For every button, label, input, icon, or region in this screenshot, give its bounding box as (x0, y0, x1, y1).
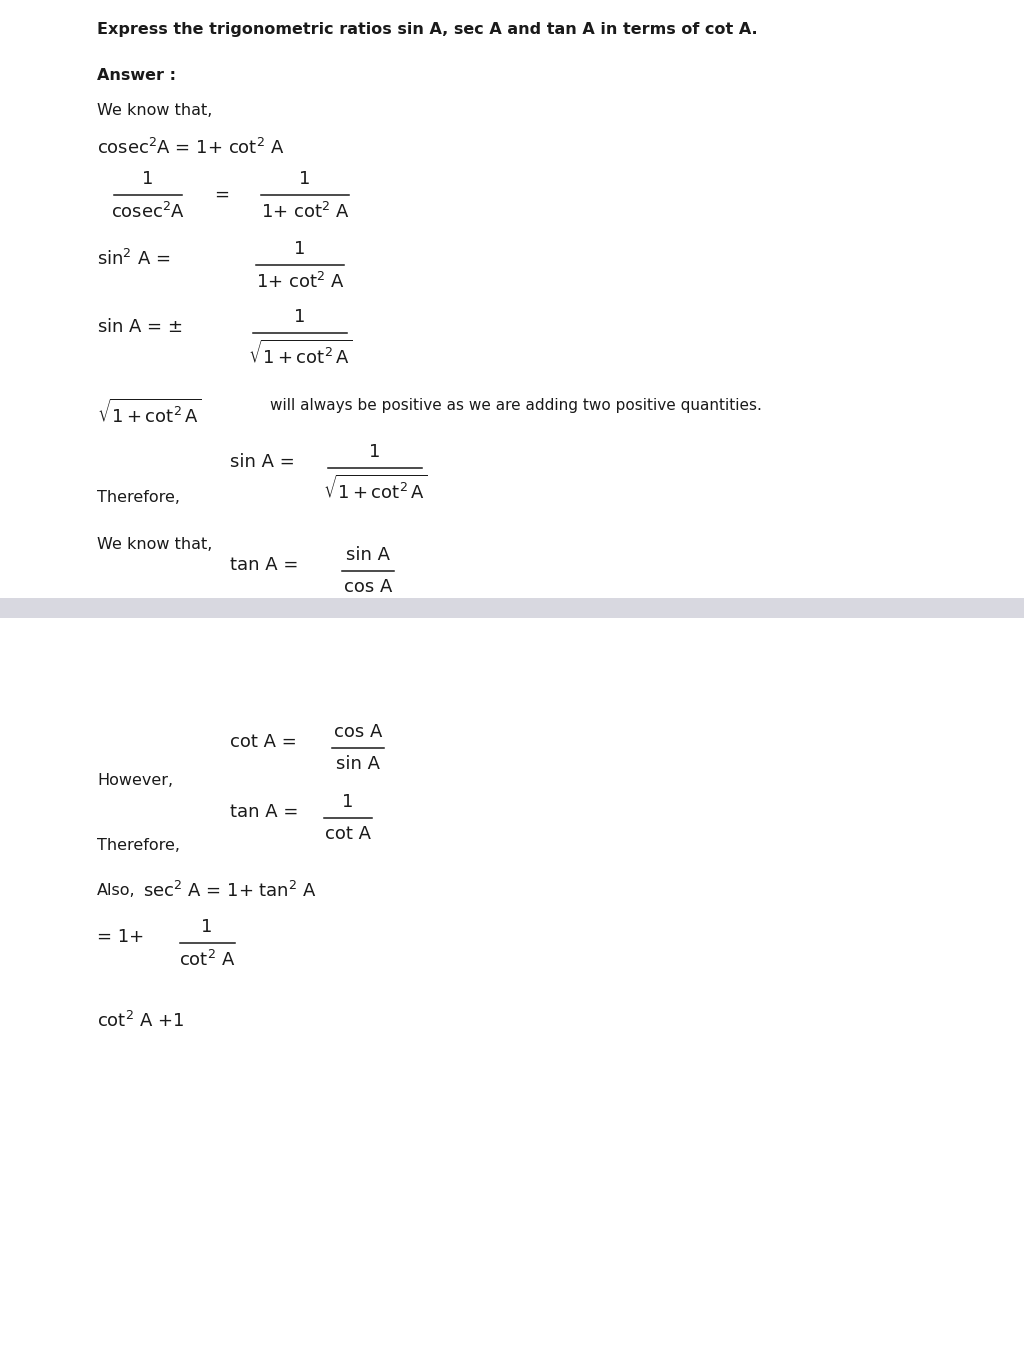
Text: We know that,: We know that, (97, 102, 212, 119)
Text: = 1+: = 1+ (97, 928, 144, 946)
Text: tan A =: tan A = (230, 556, 298, 574)
Text: sin A = $\pm$: sin A = $\pm$ (97, 318, 182, 337)
Text: cot$^2$ A: cot$^2$ A (179, 950, 236, 970)
Text: 1: 1 (370, 443, 381, 461)
Text: 1: 1 (299, 170, 310, 189)
Text: Therefore,: Therefore, (97, 838, 180, 853)
Text: sin A: sin A (336, 754, 380, 773)
Text: cos A: cos A (344, 578, 392, 595)
Text: sin A =: sin A = (230, 453, 295, 471)
Text: 1: 1 (294, 308, 306, 326)
Text: Answer :: Answer : (97, 67, 176, 84)
Text: cot A =: cot A = (230, 733, 297, 752)
Text: sin$^2$ A =: sin$^2$ A = (97, 249, 170, 269)
Text: 1+ cot$^2$ A: 1+ cot$^2$ A (256, 272, 344, 292)
Text: cot$^2$ A +1: cot$^2$ A +1 (97, 1012, 184, 1030)
Text: tan A =: tan A = (230, 803, 298, 822)
Text: =: = (214, 186, 229, 203)
Text: We know that,: We know that, (97, 537, 212, 552)
Text: 1: 1 (294, 240, 306, 259)
Text: cosec$^2$A = 1+ cot$^2$ A: cosec$^2$A = 1+ cot$^2$ A (97, 137, 285, 158)
Text: Also,: Also, (97, 884, 135, 898)
Text: $\sqrt{1+\mathrm{cot}^2\,\mathrm{A}}$: $\sqrt{1+\mathrm{cot}^2\,\mathrm{A}}$ (248, 339, 352, 368)
Text: 1: 1 (142, 170, 154, 189)
Text: will always be positive as we are adding two positive quantities.: will always be positive as we are adding… (270, 397, 762, 414)
Text: Express the trigonometric ratios sin A, sec A and tan A in terms of cot A.: Express the trigonometric ratios sin A, … (97, 22, 758, 36)
Text: However,: However, (97, 773, 173, 788)
Text: $\sqrt{1+\mathrm{cot}^2\,\mathrm{A}}$: $\sqrt{1+\mathrm{cot}^2\,\mathrm{A}}$ (323, 474, 427, 504)
Text: 1: 1 (202, 919, 213, 936)
Text: 1+ cot$^2$ A: 1+ cot$^2$ A (260, 202, 349, 222)
Text: cot A: cot A (325, 824, 371, 843)
Text: sec$^2$ A = 1+ tan$^2$ A: sec$^2$ A = 1+ tan$^2$ A (143, 881, 317, 901)
Text: Therefore,: Therefore, (97, 490, 180, 505)
Text: sin A: sin A (346, 547, 390, 564)
Text: cos A: cos A (334, 723, 382, 741)
Bar (0, 598, 1024, 618)
Text: cosec$^2$A: cosec$^2$A (111, 202, 185, 222)
Text: $\sqrt{1+\mathrm{cot}^2\,\mathrm{A}}$: $\sqrt{1+\mathrm{cot}^2\,\mathrm{A}}$ (97, 397, 201, 427)
Text: 1: 1 (342, 793, 353, 811)
